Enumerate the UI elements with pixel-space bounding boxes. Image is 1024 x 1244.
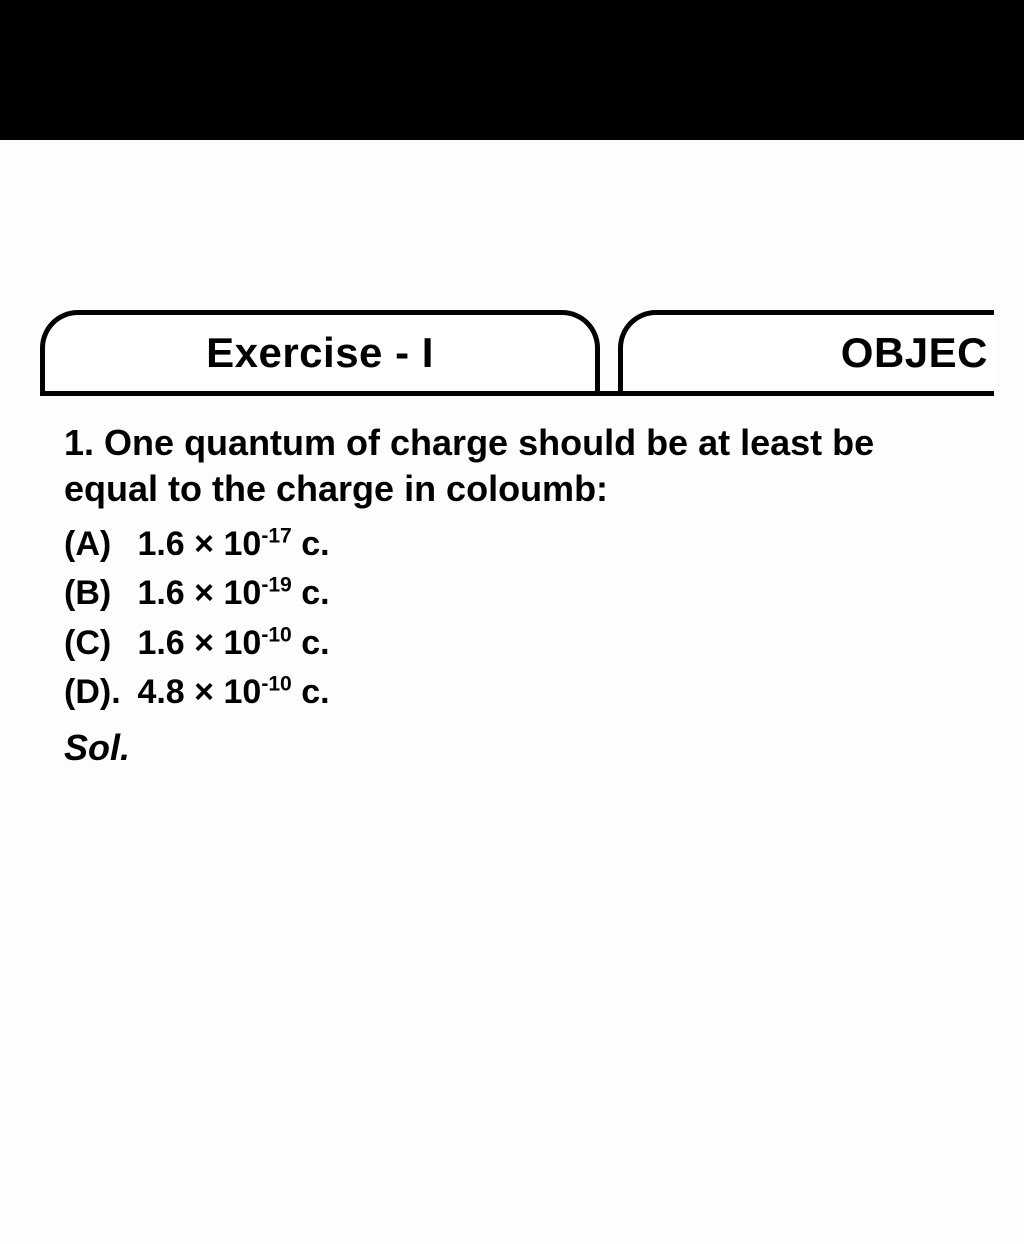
content: 1. One quantum of charge should be at le…	[40, 396, 994, 769]
options-list: (A) 1.6 × 10-17 c. (B) 1.6 × 10-19 c. (C…	[64, 520, 978, 717]
option-c-ten: 10	[223, 624, 261, 662]
option-c-label: (C)	[64, 619, 128, 668]
option-a-unit: c.	[301, 525, 329, 563]
option-a-ten: 10	[223, 525, 261, 563]
times-icon: ×	[194, 525, 223, 563]
option-c-exp: -10	[261, 623, 291, 646]
option-b-exp: -19	[261, 574, 291, 597]
times-icon: ×	[194, 624, 223, 662]
option-d-exp: -10	[261, 673, 291, 696]
times-icon: ×	[194, 673, 223, 711]
option-a: (A) 1.6 × 10-17 c.	[64, 520, 978, 569]
tabs-row: Exercise - I OBJEC	[40, 310, 994, 396]
option-c-unit: c.	[301, 624, 329, 662]
option-b-unit: c.	[301, 574, 329, 612]
solution-label: Sol.	[64, 727, 978, 769]
option-d-ten: 10	[223, 673, 261, 711]
option-d: (D). 4.8 × 10-10 c.	[64, 668, 978, 717]
option-c: (C) 1.6 × 10-10 c.	[64, 619, 978, 668]
tab-objective: OBJEC	[618, 310, 994, 391]
times-icon: ×	[194, 574, 223, 612]
option-d-base: 4.8	[137, 673, 184, 711]
question-body: One quantum of charge should be at least…	[64, 422, 874, 509]
option-b-ten: 10	[223, 574, 261, 612]
question-number: 1.	[64, 422, 94, 463]
page: Exercise - I OBJEC 1. One quantum of cha…	[0, 140, 1024, 1244]
option-a-label: (A)	[64, 520, 128, 569]
tab-exercise-label: Exercise - I	[206, 329, 434, 377]
option-c-base: 1.6	[137, 624, 184, 662]
option-b: (B) 1.6 × 10-19 c.	[64, 569, 978, 618]
option-d-unit: c.	[301, 673, 329, 711]
option-a-exp: -17	[261, 525, 291, 548]
option-a-base: 1.6	[137, 525, 184, 563]
option-d-label: (D).	[64, 668, 128, 717]
tab-exercise: Exercise - I	[40, 310, 600, 391]
question-text: 1. One quantum of charge should be at le…	[64, 420, 978, 512]
tab-objective-label: OBJEC	[841, 329, 988, 377]
option-b-base: 1.6	[137, 574, 184, 612]
option-b-label: (B)	[64, 569, 128, 618]
